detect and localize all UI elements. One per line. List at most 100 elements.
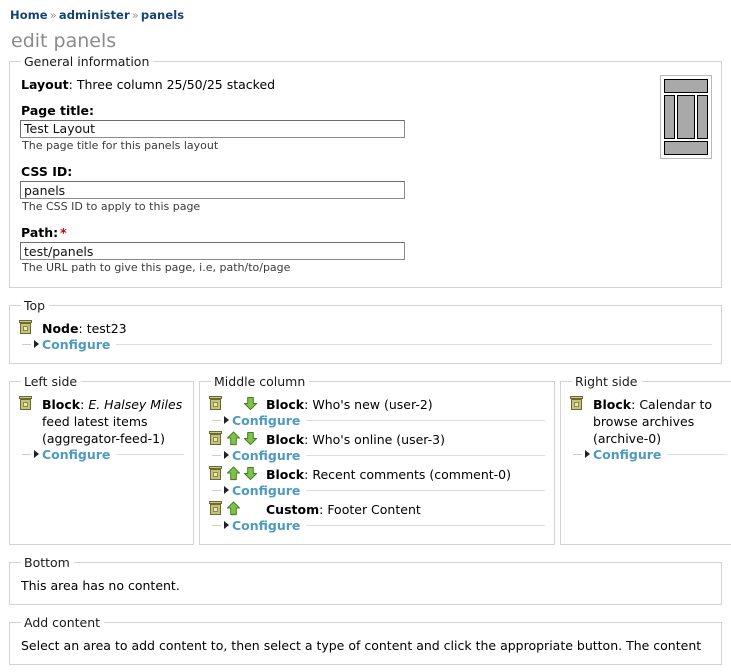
path-description: The URL path to give this page, i.e, pat…: [22, 261, 291, 275]
breadcrumb-separator: »: [131, 8, 139, 22]
pane-title-text: test23: [86, 320, 127, 336]
pane-icons: [209, 395, 260, 413]
required-marker: *: [60, 225, 67, 241]
pane-row: Custom: Footer Content Configure: [209, 500, 545, 533]
pane-type-label: Block: [593, 396, 632, 412]
pane-icons: [19, 395, 36, 413]
delete-pane-button[interactable]: [19, 395, 36, 413]
configure-dash: [212, 419, 221, 421]
configure-link[interactable]: Configure: [42, 446, 111, 462]
pane-row: Node: test23 Configure: [19, 319, 712, 352]
chevron-right-icon: [224, 416, 229, 425]
breadcrumb-item-home[interactable]: Home: [10, 8, 48, 22]
pane-title-text: Calendar to browse archives (archive-0): [593, 396, 713, 446]
breadcrumb-separator: »: [49, 8, 57, 22]
pane-title: Custom: Footer Content: [266, 501, 421, 518]
move-pane-down-button[interactable]: [243, 431, 260, 448]
delete-pane-button[interactable]: [209, 395, 226, 413]
region-middle-legend: Middle column: [214, 373, 306, 389]
configure-link[interactable]: Configure: [232, 517, 301, 533]
pane-header: Block: Who's new (user-2): [209, 395, 545, 413]
configure-row: Configure: [570, 447, 727, 462]
page-title-field[interactable]: [20, 119, 405, 138]
delete-pane-button[interactable]: [19, 319, 36, 337]
pane-title: Block: Who's new (user-2): [266, 396, 433, 413]
pane-separator: :: [631, 396, 636, 412]
pane-row: Block: E. Halsey Miles feed latest items…: [19, 395, 184, 462]
add-content-description: Select an area to add content to, then s…: [21, 637, 702, 653]
pane-type-label: Block: [266, 396, 305, 412]
pane-title-emphasis: E. Halsey Miles: [88, 396, 183, 412]
region-middle-panes: Block: Who's new (user-2) Configure Block:…: [209, 395, 545, 533]
pane-row: Block: Calendar to browse archives (arch…: [570, 395, 727, 462]
layout-preview-columns: [664, 94, 708, 139]
configure-dash: [22, 453, 31, 455]
region-right-legend: Right side: [575, 373, 638, 389]
configure-link[interactable]: Configure: [593, 446, 662, 462]
move-pane-up-button[interactable]: [226, 431, 243, 448]
configure-dash: [573, 453, 582, 455]
region-right-wrapper: Right side Block: Calendar to browse arc…: [560, 373, 731, 545]
configure-link[interactable]: Configure: [42, 336, 111, 352]
configure-row: Configure: [19, 337, 712, 352]
delete-pane-button[interactable]: [209, 430, 226, 448]
pane-type-label: Block: [42, 396, 81, 412]
pane-separator: :: [78, 320, 83, 336]
pane-row: Block: Recent comments (comment-0) Config…: [209, 465, 545, 498]
general-information-legend: General information: [24, 53, 150, 69]
page-title-description: The page title for this panels layout: [22, 138, 219, 152]
move-pane-up-button[interactable]: [226, 501, 243, 518]
delete-pane-button[interactable]: [570, 395, 587, 413]
pane-icons: [570, 395, 587, 413]
pane-separator: :: [304, 396, 309, 412]
move-pane-down-button[interactable]: [243, 396, 260, 413]
move-pane-down-button[interactable]: [243, 466, 260, 483]
path-label: Path: *: [21, 225, 712, 240]
css-id-label: CSS ID:: [21, 164, 712, 179]
layout-preview-bottom-bar: [664, 140, 708, 155]
layout-summary: Layout: Three column 25/50/25 stacked: [21, 77, 712, 92]
breadcrumb-item-panels[interactable]: panels: [140, 8, 185, 22]
general-information-fieldset: General information Layout: Three column…: [9, 53, 722, 288]
delete-pane-button[interactable]: [209, 465, 226, 483]
configure-rule: [306, 524, 545, 526]
region-top-legend: Top: [24, 297, 46, 313]
css-id-field[interactable]: [20, 181, 405, 200]
css-id-label-text: CSS ID:: [21, 164, 73, 180]
delete-pane-button[interactable]: [209, 500, 226, 518]
pane-separator: :: [304, 466, 309, 482]
chevron-right-icon: [224, 486, 229, 495]
add-content-legend: Add content: [24, 614, 101, 630]
configure-row: Configure: [209, 413, 545, 428]
three-column-stacked-layout-preview: [660, 74, 712, 159]
move-pane-up-button[interactable]: [226, 466, 243, 483]
configure-link[interactable]: Configure: [232, 447, 301, 463]
pane-type-label: Node: [42, 320, 79, 336]
pane-row: Block: Who's online (user-3) Configure: [209, 430, 545, 463]
move-down-placeholder: [243, 501, 260, 518]
configure-dash: [212, 524, 221, 526]
path-label-text: Path:: [21, 225, 59, 241]
configure-link[interactable]: Configure: [232, 482, 301, 498]
region-left-legend: Left side: [24, 373, 78, 389]
pane-title-text: Recent comments (comment-0): [312, 466, 511, 482]
configure-rule: [306, 489, 545, 491]
pane-header: Block: Who's online (user-3): [209, 430, 545, 448]
configure-rule: [116, 453, 184, 455]
pane-icons: [209, 465, 260, 483]
configure-dash: [212, 454, 221, 456]
pane-icons: [209, 430, 260, 448]
pane-title-text: Who's online (user-3): [312, 431, 445, 447]
pane-header: Block: E. Halsey Miles feed latest items…: [19, 395, 184, 447]
configure-dash: [212, 489, 221, 491]
breadcrumb-item-administer[interactable]: administer: [58, 8, 130, 22]
region-top-fieldset: Top Node: test23: [9, 297, 722, 364]
pane-header: Block: Recent comments (comment-0): [209, 465, 545, 483]
chevron-right-icon: [34, 450, 39, 459]
pane-title: Node: test23: [42, 320, 127, 337]
chevron-right-icon: [34, 340, 39, 349]
configure-link[interactable]: Configure: [232, 412, 301, 428]
path-field[interactable]: [20, 242, 405, 261]
pane-title-text: Who's new (user-2): [312, 396, 433, 412]
chevron-right-icon: [224, 521, 229, 530]
